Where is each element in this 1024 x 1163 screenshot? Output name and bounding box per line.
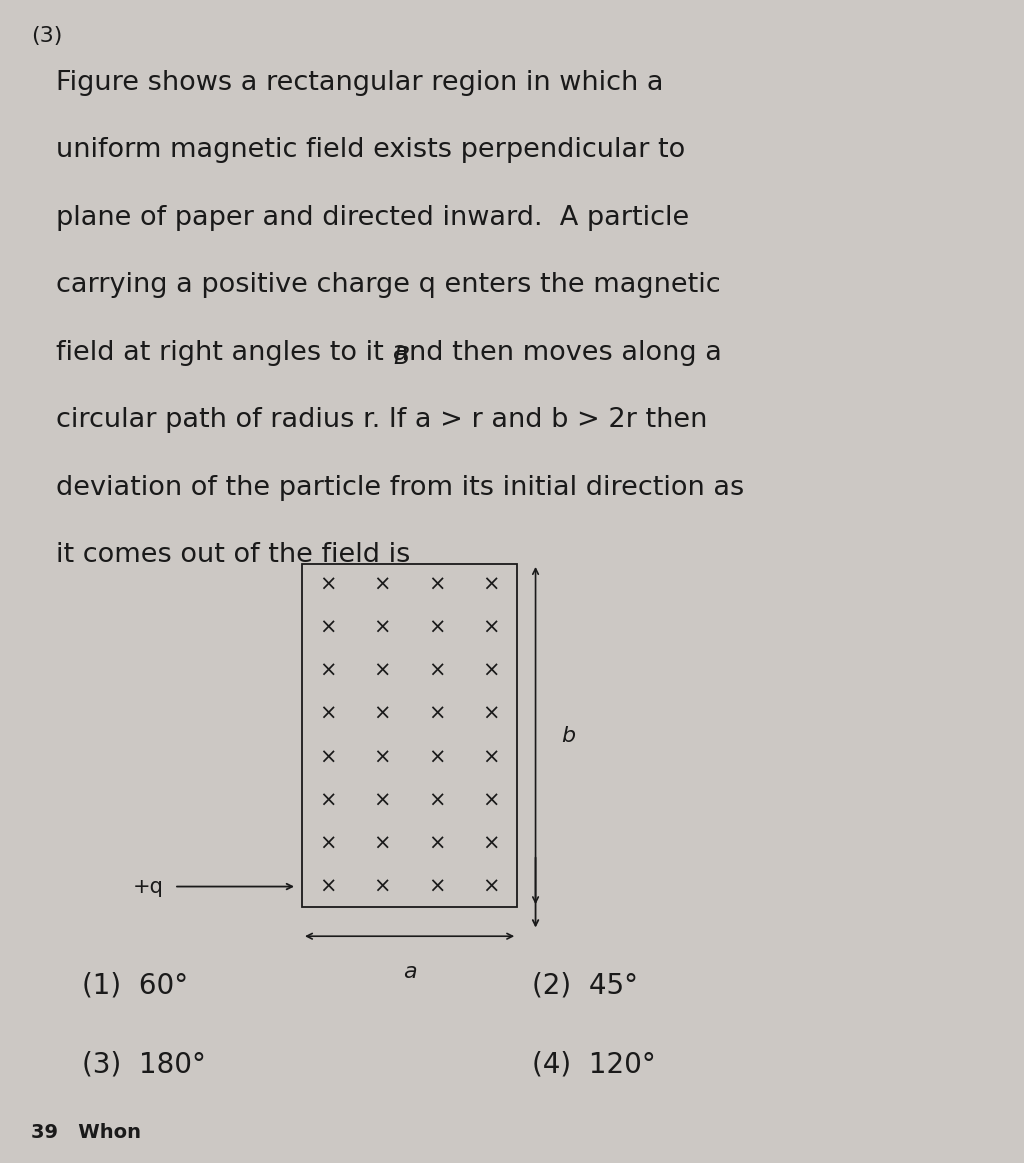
- Text: +q: +q: [133, 877, 164, 897]
- Text: ×: ×: [482, 877, 500, 897]
- Text: ×: ×: [428, 877, 445, 897]
- Text: b: b: [561, 726, 575, 745]
- Text: ×: ×: [482, 747, 500, 768]
- Text: carrying a positive charge q enters the magnetic: carrying a positive charge q enters the …: [56, 272, 721, 298]
- Text: ×: ×: [428, 834, 445, 854]
- Text: deviation of the particle from its initial direction as: deviation of the particle from its initi…: [56, 475, 744, 500]
- Text: ×: ×: [319, 834, 337, 854]
- Text: circular path of radius r. If a > r and b > 2r then: circular path of radius r. If a > r and …: [56, 407, 708, 433]
- Text: a: a: [402, 962, 417, 982]
- Text: field at right angles to it and then moves along a: field at right angles to it and then mov…: [56, 340, 722, 365]
- Text: ×: ×: [374, 661, 391, 680]
- Text: ×: ×: [319, 618, 337, 637]
- Text: ×: ×: [428, 661, 445, 680]
- Text: uniform magnetic field exists perpendicular to: uniform magnetic field exists perpendicu…: [56, 137, 686, 163]
- Text: ×: ×: [374, 877, 391, 897]
- Text: ×: ×: [428, 618, 445, 637]
- Text: ×: ×: [374, 747, 391, 768]
- Text: ×: ×: [482, 704, 500, 725]
- Text: ×: ×: [374, 791, 391, 811]
- Text: ×: ×: [482, 791, 500, 811]
- Text: 39   Whon: 39 Whon: [31, 1123, 140, 1142]
- Text: ×: ×: [319, 747, 337, 768]
- Text: ×: ×: [374, 834, 391, 854]
- Text: ×: ×: [482, 661, 500, 680]
- Text: ×: ×: [428, 704, 445, 725]
- Text: ×: ×: [482, 618, 500, 637]
- Text: B: B: [393, 345, 410, 369]
- Bar: [302, 564, 517, 907]
- Text: ×: ×: [374, 575, 391, 594]
- Text: ×: ×: [374, 704, 391, 725]
- Text: ×: ×: [374, 618, 391, 637]
- Text: (2)  45°: (2) 45°: [532, 971, 639, 999]
- Text: ×: ×: [319, 877, 337, 897]
- Text: ×: ×: [319, 661, 337, 680]
- Text: ×: ×: [428, 575, 445, 594]
- Text: it comes out of the field is: it comes out of the field is: [56, 542, 411, 568]
- Text: (3)  180°: (3) 180°: [82, 1050, 206, 1078]
- Text: ×: ×: [428, 791, 445, 811]
- Text: (3): (3): [31, 26, 62, 45]
- Text: ×: ×: [319, 791, 337, 811]
- Text: ×: ×: [428, 747, 445, 768]
- Text: (1)  60°: (1) 60°: [82, 971, 188, 999]
- Text: ×: ×: [319, 704, 337, 725]
- Text: ×: ×: [482, 575, 500, 594]
- Text: plane of paper and directed inward.  A particle: plane of paper and directed inward. A pa…: [56, 205, 689, 230]
- Text: (4)  120°: (4) 120°: [532, 1050, 656, 1078]
- Text: Figure shows a rectangular region in which a: Figure shows a rectangular region in whi…: [56, 70, 664, 95]
- Text: ×: ×: [482, 834, 500, 854]
- Text: ×: ×: [319, 575, 337, 594]
